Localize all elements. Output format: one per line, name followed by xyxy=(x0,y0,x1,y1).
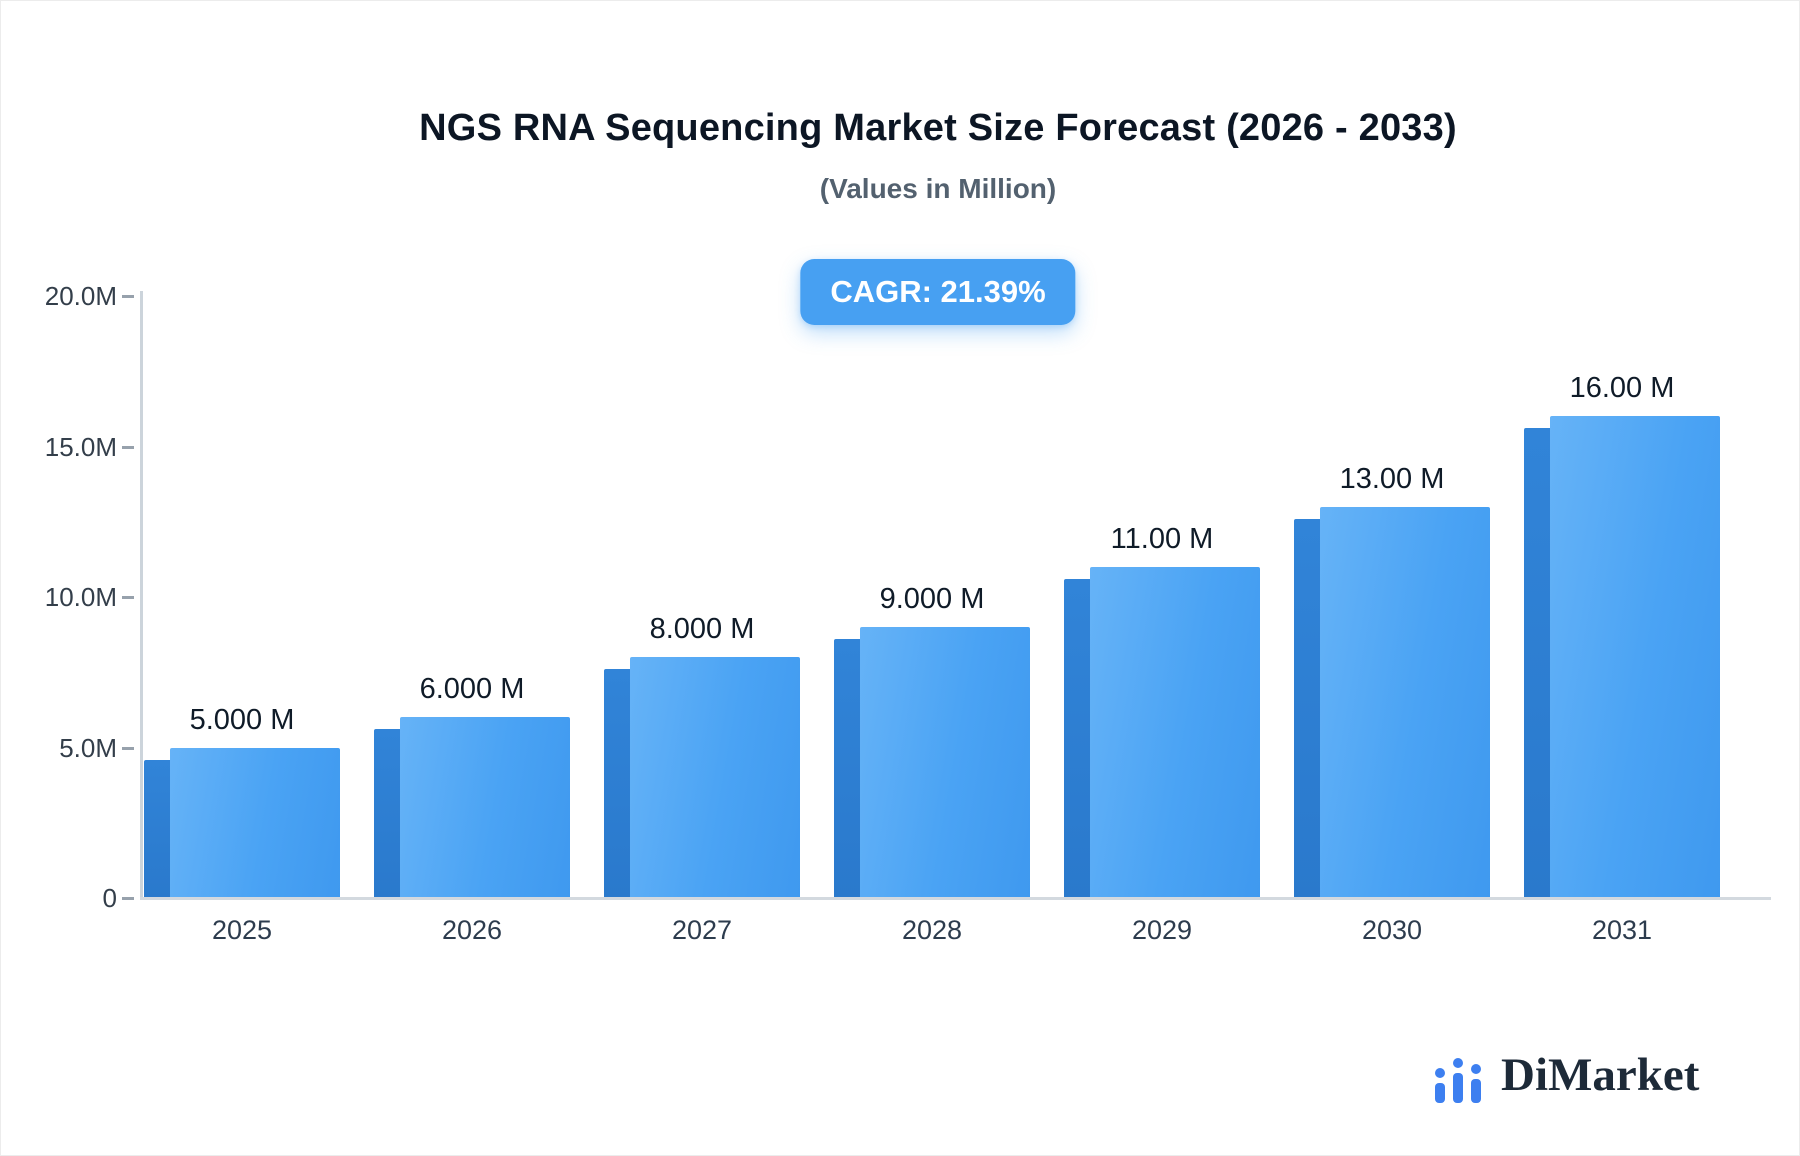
y-axis-tick-mark xyxy=(122,445,134,449)
bar-2030 xyxy=(1294,506,1490,898)
bar-value-label: 9.000 M xyxy=(879,583,985,616)
x-axis-label: 2031 xyxy=(1591,915,1653,945)
y-axis-tick-mark xyxy=(122,596,134,599)
y-axis-tick-mark xyxy=(122,746,134,750)
bar-front-face xyxy=(1550,416,1720,898)
bar-side-face xyxy=(1524,428,1550,898)
x-axis-label: 2026 xyxy=(441,915,503,945)
x-axis-line xyxy=(140,897,1771,900)
y-axis-tick-label: 15.0M xyxy=(44,431,117,462)
y-axis-tick-label: 10.0M xyxy=(44,582,117,612)
x-axis-label: 2030 xyxy=(1361,915,1423,945)
bar-value-label: 6.000 M xyxy=(419,673,525,706)
bar-value-label: 8.000 M xyxy=(649,613,755,646)
bar-2025 xyxy=(144,747,340,898)
bar-value-label: 5.000 M xyxy=(189,703,295,736)
bar-value-label: 13.00 M xyxy=(1339,462,1445,495)
bar-2026 xyxy=(374,717,570,898)
bar-2029 xyxy=(1064,566,1260,898)
x-axis-label: 2028 xyxy=(901,915,963,945)
bar-front-face xyxy=(630,657,800,898)
chart-title: NGS RNA Sequencing Market Size Forecast … xyxy=(419,107,1457,149)
brand-name: DiMarket xyxy=(1501,1049,1700,1101)
y-axis-tick-label: 5.0M xyxy=(59,732,117,763)
y-axis-tick-mark xyxy=(122,897,134,900)
bar-value-label: 16.00 M xyxy=(1569,372,1675,405)
brand-logo: DiMarket xyxy=(1431,1047,1699,1103)
bar-side-face xyxy=(834,639,860,898)
bar-front-face xyxy=(1090,566,1260,898)
chart-subtitle: (Values in Million) xyxy=(819,173,1057,204)
x-axis-label: 2027 xyxy=(671,915,733,945)
bar-2028 xyxy=(834,627,1030,898)
x-axis-label: 2025 xyxy=(211,915,273,945)
bar-front-face xyxy=(1320,506,1490,898)
bar-side-face xyxy=(1064,578,1090,898)
y-axis-tick-label: 0 xyxy=(102,883,117,913)
y-axis-line xyxy=(140,291,143,900)
x-axis-label: 2029 xyxy=(1131,915,1193,945)
y-axis-tick-mark xyxy=(122,295,134,298)
bar-front-face xyxy=(400,717,570,898)
bar-side-face xyxy=(604,669,630,898)
bar-chart-icon xyxy=(1435,1058,1481,1103)
cagr-badge: CAGR: 21.39% xyxy=(800,259,1076,325)
bar-side-face xyxy=(1294,518,1320,898)
y-axis-tick-label: 20.0M xyxy=(44,281,117,311)
bar-2031 xyxy=(1524,416,1720,898)
bar-2027 xyxy=(604,657,800,898)
bar-value-label: 11.00 M xyxy=(1110,522,1214,555)
bar-side-face xyxy=(374,729,400,898)
bar-side-face xyxy=(144,759,170,898)
bar-front-face xyxy=(860,627,1030,898)
bar-front-face xyxy=(170,747,340,898)
